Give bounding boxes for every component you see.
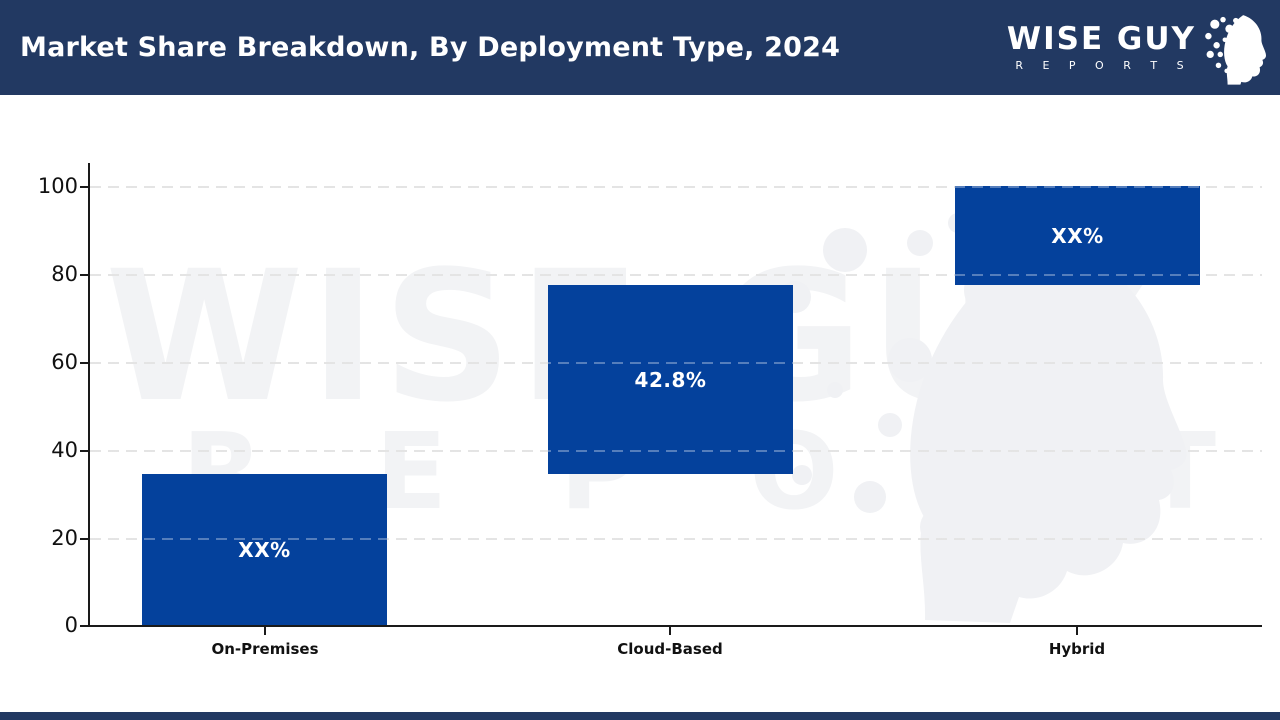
gridline-overlay-80: [90, 274, 1262, 276]
header-bar: Market Share Breakdown, By Deployment Ty…: [0, 0, 1280, 95]
bar-label-cloud-based: 42.8%: [634, 367, 707, 392]
y-tick-100: [80, 186, 88, 188]
gridline-20: [90, 538, 1262, 540]
logo-text: WISE GUY R E P O R T S: [1006, 20, 1196, 72]
gridline-100: [90, 186, 1262, 188]
gridline-80: [90, 274, 1262, 276]
gridline-overlay-60: [90, 362, 1262, 364]
y-tick-20: [80, 538, 88, 540]
x-tick-cloud-based: [669, 627, 671, 635]
bar-label-on-premises: XX%: [238, 537, 291, 562]
y-tick-label-80: 80: [51, 262, 78, 286]
x-label-on-premises: On-Premises: [211, 640, 319, 658]
logo-wordmark: WISE GUY: [1006, 20, 1196, 57]
bar-label-hybrid: XX%: [1051, 223, 1104, 248]
footer-bar: [0, 712, 1280, 720]
gridline-overlay-20: [90, 538, 1262, 540]
watermark-dotted-face-icon: [779, 213, 1187, 623]
y-axis-spine: [88, 163, 90, 627]
x-label-cloud-based: Cloud-Based: [617, 640, 723, 658]
y-tick-60: [80, 362, 88, 364]
x-tick-on-premises: [264, 627, 266, 635]
y-tick-label-20: 20: [51, 526, 78, 550]
y-tick-80: [80, 274, 88, 276]
y-tick-label-40: 40: [51, 438, 78, 462]
y-tick-label-100: 100: [37, 174, 78, 198]
logo-dotted-face-icon: [1205, 14, 1266, 85]
y-tick-0: [80, 625, 88, 627]
x-label-hybrid: Hybrid: [1048, 640, 1106, 658]
y-tick-40: [80, 450, 88, 452]
bar-cloud-based: 42.8%: [548, 285, 793, 474]
logo-subtext: R E P O R T S: [1015, 58, 1192, 72]
gridline-overlay-100: [90, 186, 1262, 188]
y-tick-label-0: 0: [64, 613, 78, 637]
bar-hybrid: XX%: [955, 186, 1200, 285]
x-tick-hybrid: [1076, 627, 1078, 635]
gridline-overlay-40: [90, 450, 1262, 452]
bar-on-premises: XX%: [142, 474, 387, 625]
page-title: Market Share Breakdown, By Deployment Ty…: [20, 32, 841, 63]
y-tick-label-60: 60: [51, 350, 78, 374]
wise-guy-reports-logo: WISE GUY R E P O R T S: [1007, 0, 1266, 95]
x-axis-spine: [88, 625, 1262, 627]
